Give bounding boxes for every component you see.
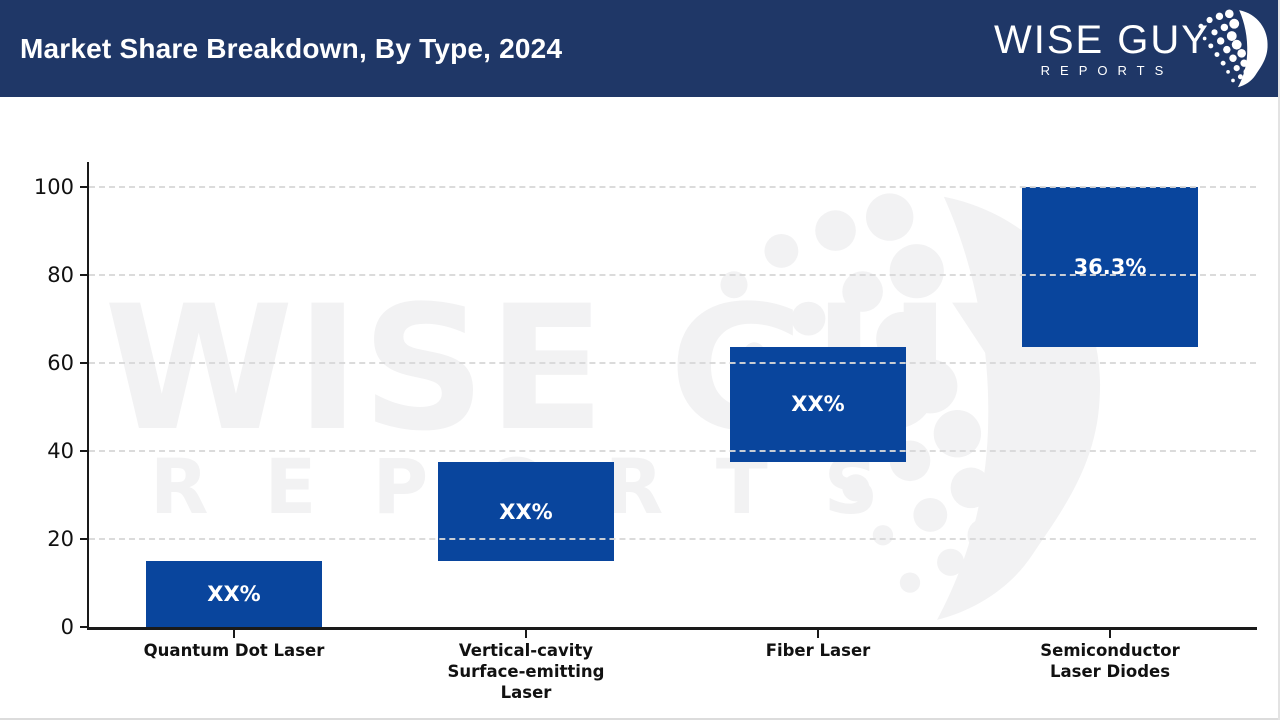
- x-axis-tick: [525, 630, 527, 638]
- y-axis-tick-label: 20: [47, 527, 74, 551]
- bar-segment: 36.3%: [1022, 187, 1198, 347]
- y-axis-tick: [80, 626, 87, 628]
- gridline: [89, 186, 1256, 188]
- x-axis-tick: [1109, 630, 1111, 638]
- bar-segment: XX%: [438, 462, 614, 561]
- category-label: Semiconductor Laser Diodes: [960, 640, 1260, 682]
- category-label: Fiber Laser: [668, 640, 968, 661]
- y-axis-tick-label: 100: [33, 175, 74, 199]
- y-axis-tick: [80, 450, 87, 452]
- category-label: Vertical-cavity Surface-emitting Laser: [376, 640, 676, 703]
- gridline: [89, 538, 1256, 540]
- y-axis-tick: [80, 538, 87, 540]
- wiseguy-logo: WISE GUY REPORTS: [994, 4, 1270, 94]
- gridline: [89, 274, 1256, 276]
- y-axis-tick-label: 80: [47, 263, 74, 287]
- category-label: Quantum Dot Laser: [84, 640, 384, 661]
- logo-subtext: REPORTS: [1040, 63, 1174, 78]
- x-axis-tick: [233, 630, 235, 638]
- gridline: [89, 362, 1256, 364]
- y-axis-tick: [80, 274, 87, 276]
- logo-wordmark: WISE GUY: [993, 18, 1210, 62]
- x-axis-tick: [817, 630, 819, 638]
- category-label-line: Semiconductor: [1040, 641, 1180, 660]
- y-axis-tick: [80, 186, 87, 188]
- category-label-line: Laser Diodes: [1049, 662, 1171, 681]
- y-axis-line: [87, 162, 89, 629]
- page-title: Market Share Breakdown, By Type, 2024: [20, 32, 563, 64]
- bar-value-label: XX%: [499, 499, 553, 524]
- bar-value-label: XX%: [207, 582, 261, 606]
- wiseguy-face-icon: [1198, 9, 1268, 88]
- bar-value-label: XX%: [791, 392, 845, 417]
- category-label-line: Quantum Dot Laser: [143, 641, 325, 660]
- y-axis-tick-label: 40: [47, 439, 74, 463]
- right-border: [1278, 0, 1280, 720]
- bar-segment: XX%: [146, 561, 322, 627]
- y-axis-tick: [80, 362, 87, 364]
- y-axis-tick-label: 0: [60, 615, 74, 639]
- category-label-line: Surface-emitting: [447, 662, 605, 681]
- gridline: [89, 450, 1256, 452]
- bar-segment: XX%: [730, 346, 906, 462]
- category-label-line: Laser: [500, 683, 552, 702]
- category-label-line: Fiber Laser: [765, 641, 871, 660]
- header: Market Share Breakdown, By Type, 2024 WI…: [0, 0, 1280, 97]
- logo-text: WISE GUY REPORTS: [994, 20, 1210, 78]
- bottom-border: [0, 718, 1280, 720]
- y-axis-tick-label: 60: [47, 351, 74, 375]
- category-label-line: Vertical-cavity: [458, 641, 594, 660]
- x-axis-line: [87, 627, 1257, 630]
